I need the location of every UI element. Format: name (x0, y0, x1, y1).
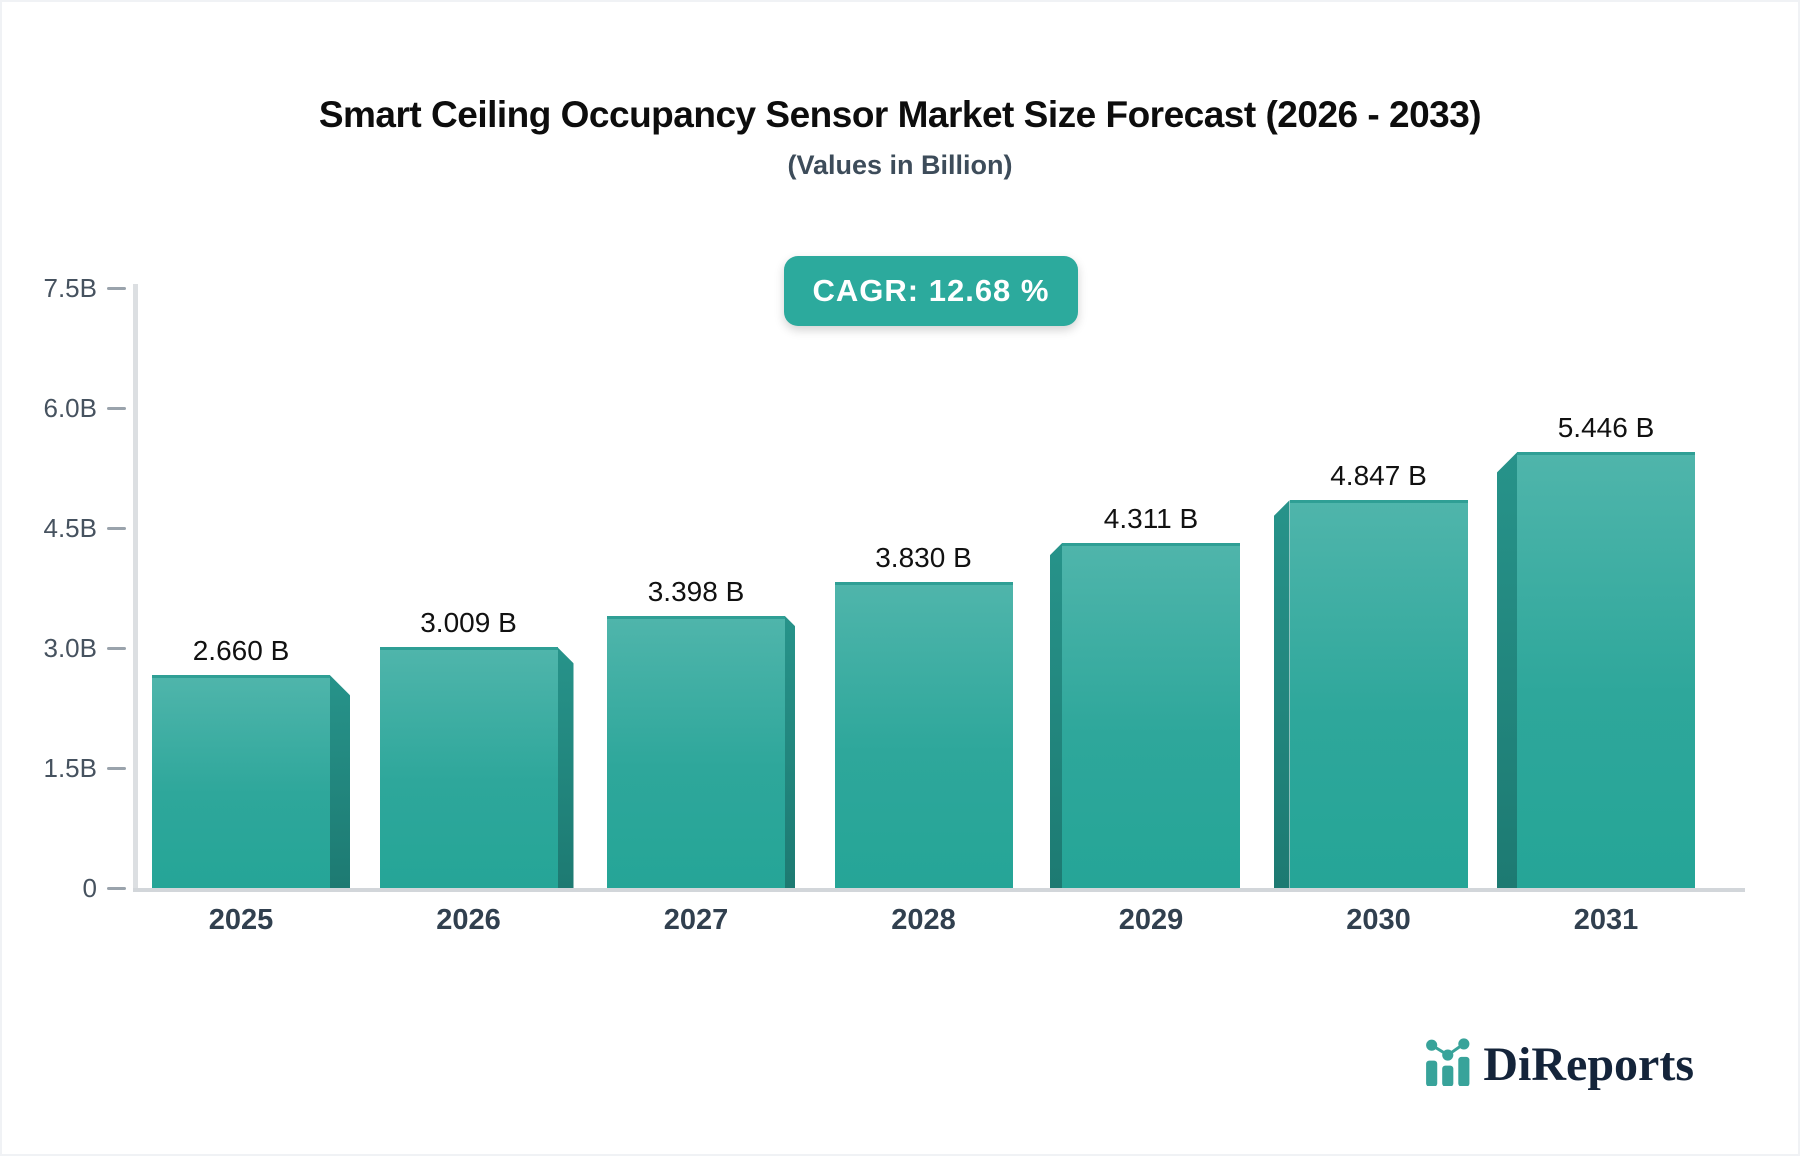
y-axis-tick (107, 886, 126, 890)
y-axis-tick (107, 766, 126, 770)
bar-3d-side (330, 675, 350, 888)
x-axis-label: 2030 (1346, 904, 1411, 936)
page-title: Smart Ceiling Occupancy Sensor Market Si… (318, 94, 1482, 135)
bar-value-label: 2.660 B (192, 635, 290, 667)
x-axis-label: 2025 (208, 904, 274, 936)
y-axis-tick (107, 526, 126, 530)
x-axis-label: 2027 (663, 904, 729, 936)
x-axis-label: 2026 (436, 904, 501, 936)
y-axis-label: 3.0B (43, 633, 98, 663)
bar-value-label: 3.830 B (875, 541, 972, 573)
y-axis-label: 0 (82, 873, 97, 903)
bar-value-label: 3.009 B (420, 607, 517, 639)
bar-3d-side (785, 616, 795, 888)
x-axis-line (133, 888, 1745, 892)
bar (379, 647, 558, 888)
bar-value-label: 3.398 B (647, 576, 745, 608)
bar-value-label: 5.446 B (1557, 412, 1655, 444)
direports-logo-text: DiReports (1483, 1037, 1694, 1091)
direports-logo-icon (1426, 1038, 1470, 1086)
direports-logo: DiReports (1424, 1034, 1694, 1096)
bar (834, 581, 1013, 888)
cagr-badge: CAGR: 12.68 % (784, 256, 1078, 326)
bar-value-label: 4.847 B (1330, 460, 1427, 492)
bar-3d-side (1497, 452, 1517, 888)
bar (1517, 452, 1695, 888)
y-axis-line (133, 284, 138, 892)
y-axis-label: 7.5B (43, 273, 98, 303)
y-axis-tick (107, 286, 126, 290)
bar-3d-side (1050, 543, 1062, 888)
page-subtitle: (Values in Billion) (787, 150, 1013, 180)
x-axis-label: 2028 (891, 904, 956, 936)
y-axis-tick (107, 646, 126, 650)
bar (607, 616, 785, 888)
bar (1062, 543, 1240, 888)
x-axis-label: 2029 (1118, 904, 1184, 936)
y-axis-label: 1.5B (43, 753, 98, 783)
bar-value-label: 4.311 B (1103, 503, 1199, 535)
y-axis-label: 6.0B (43, 393, 98, 423)
bar-3d-side (557, 647, 574, 888)
y-axis-label: 4.5B (43, 513, 98, 543)
bar (1289, 500, 1468, 888)
y-axis-tick (107, 406, 126, 410)
bar-3d-side (1273, 500, 1290, 888)
bar (152, 675, 330, 888)
x-axis-label: 2031 (1573, 904, 1639, 936)
